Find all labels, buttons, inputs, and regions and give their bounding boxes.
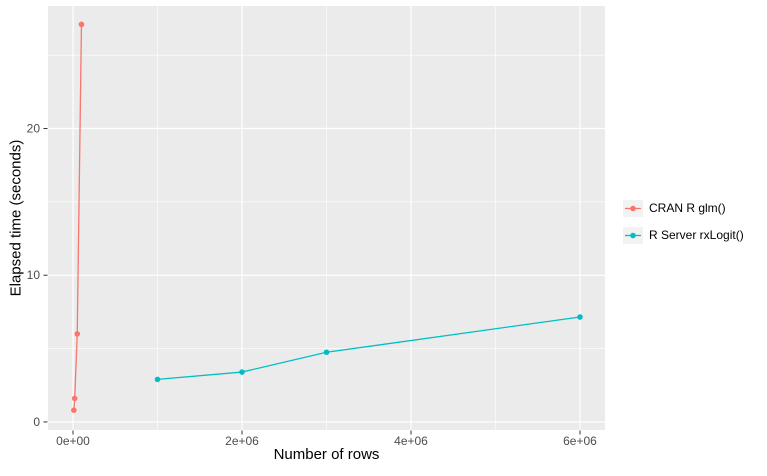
data-point-0 bbox=[71, 407, 77, 413]
x-tick-label: 2e+06 bbox=[225, 434, 259, 448]
legend-label-glm: CRAN R glm() bbox=[649, 201, 726, 215]
series-line-1 bbox=[157, 316, 581, 381]
x-tick-label: 4e+06 bbox=[394, 434, 428, 448]
legend-key-glm-icon bbox=[623, 200, 643, 217]
data-point-1 bbox=[577, 314, 583, 320]
x-tick-label: 0e+00 bbox=[56, 434, 90, 448]
data-point-0 bbox=[74, 331, 81, 337]
y-axis-title: Elapsed time (seconds) bbox=[7, 139, 25, 297]
series-line-0 bbox=[73, 24, 83, 411]
legend-entry-glm: CRAN R glm() bbox=[623, 200, 744, 217]
legend-label-rxlogit: R Server rxLogit() bbox=[649, 228, 744, 242]
legend-key-rxlogit-icon bbox=[623, 227, 643, 244]
data-point-0 bbox=[71, 395, 78, 402]
y-tick-label: 20 bbox=[27, 122, 41, 136]
data-point-1 bbox=[239, 369, 245, 375]
y-tick-label: 10 bbox=[27, 268, 41, 282]
legend-entry-rxlogit: R Server rxLogit() bbox=[623, 227, 744, 244]
data-point-1 bbox=[154, 376, 161, 383]
legend: CRAN R glm() R Server rxLogit() bbox=[623, 200, 744, 244]
y-tick-label: 0 bbox=[33, 415, 40, 429]
x-tick-label: 6e+06 bbox=[563, 434, 597, 448]
data-point-1 bbox=[323, 349, 330, 356]
data-point-0 bbox=[78, 21, 85, 28]
x-axis-title: Number of rows bbox=[273, 446, 380, 463]
